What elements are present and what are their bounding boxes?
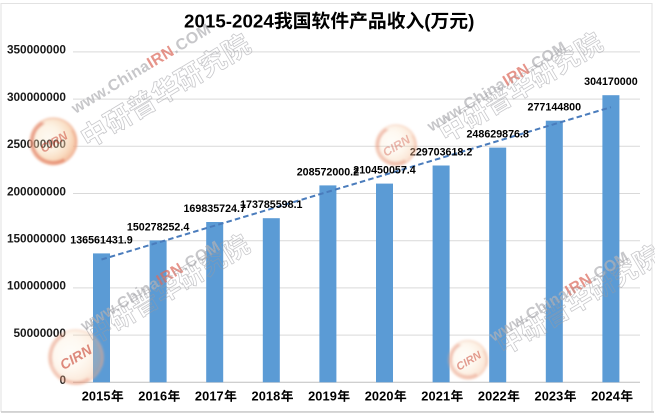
svg-text:2019: 2019 — [308, 389, 337, 404]
svg-text:208572000.2: 208572000.2 — [297, 166, 359, 178]
svg-text:2017: 2017 — [195, 389, 224, 404]
svg-text:2024: 2024 — [591, 389, 621, 404]
svg-text:2022: 2022 — [478, 389, 507, 404]
svg-text:2015: 2015 — [82, 389, 111, 404]
svg-text:(: ( — [424, 11, 431, 32]
svg-text:229703618.2: 229703618.2 — [410, 147, 472, 159]
svg-text:100000000: 100000000 — [7, 279, 66, 293]
svg-text:150000000: 150000000 — [7, 232, 66, 246]
svg-text:169835724.7: 169835724.7 — [183, 203, 245, 215]
svg-text:350000000: 350000000 — [7, 43, 66, 57]
svg-text:300000000: 300000000 — [7, 90, 66, 104]
svg-text:2020: 2020 — [365, 389, 394, 404]
svg-text:304170000: 304170000 — [584, 76, 638, 88]
svg-text:2023: 2023 — [535, 389, 564, 404]
svg-text:200000000: 200000000 — [7, 184, 66, 198]
svg-text:173785598.1: 173785598.1 — [240, 199, 302, 211]
svg-text:2016: 2016 — [138, 389, 167, 404]
svg-text:210450057.4: 210450057.4 — [353, 165, 415, 177]
svg-text:2015-2024: 2015-2024 — [184, 11, 274, 32]
svg-text:2021: 2021 — [421, 389, 450, 404]
svg-text:248629876.8: 248629876.8 — [466, 129, 528, 141]
svg-text:50000000: 50000000 — [14, 326, 67, 340]
svg-text:2018: 2018 — [252, 389, 281, 404]
svg-text:): ) — [468, 11, 474, 32]
svg-text:150278252.4: 150278252.4 — [127, 221, 189, 233]
svg-text:277144800: 277144800 — [528, 102, 582, 114]
svg-text:136561431.9: 136561431.9 — [70, 234, 132, 246]
